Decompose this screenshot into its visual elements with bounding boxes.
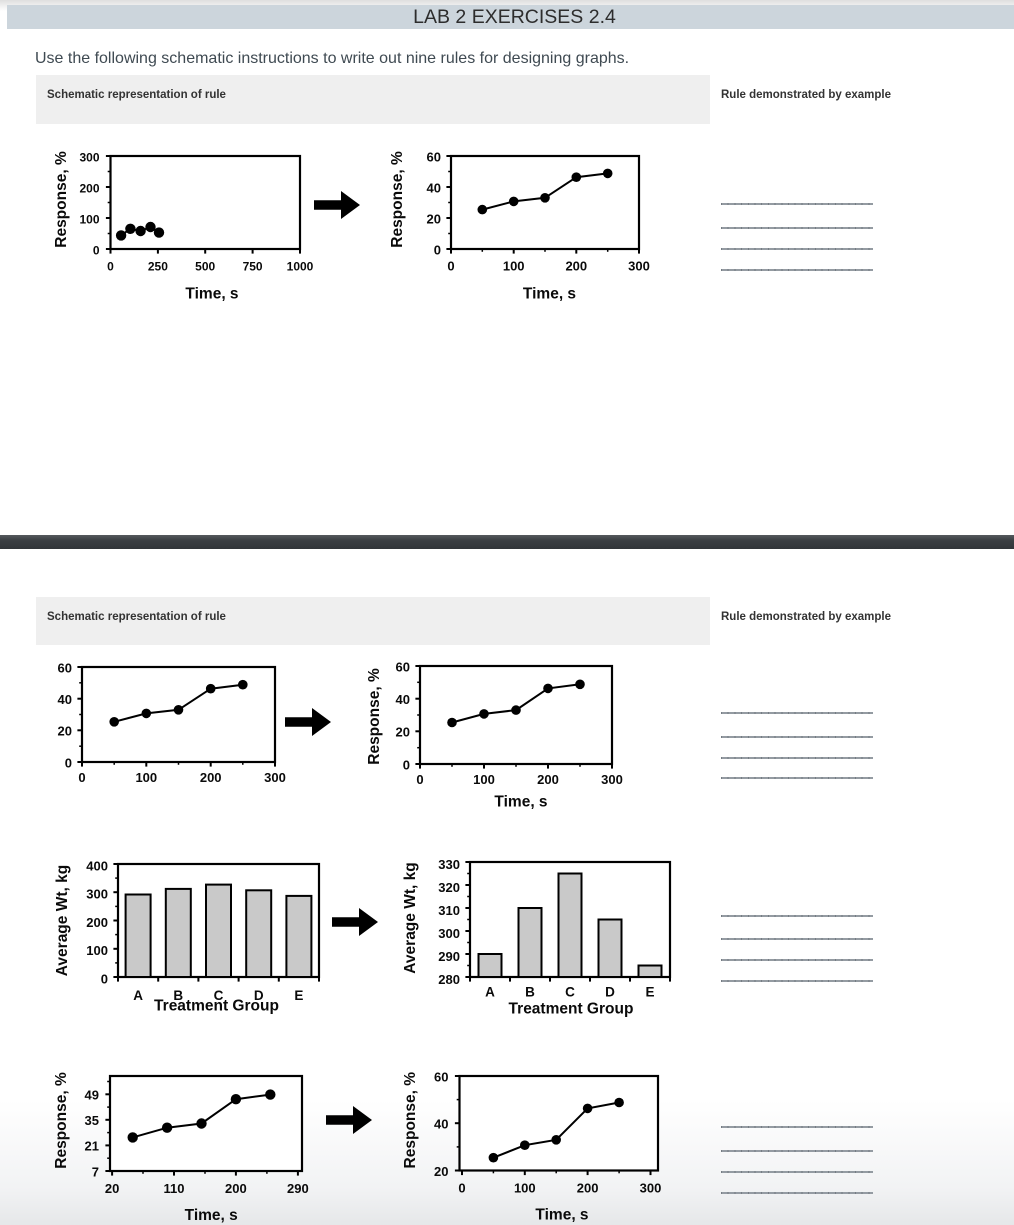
svg-text:Time, s: Time, s: [494, 794, 547, 811]
svg-text:20: 20: [434, 1164, 448, 1179]
svg-text:40: 40: [58, 692, 72, 707]
svg-text:100: 100: [503, 259, 525, 274]
svg-text:60: 60: [434, 1069, 448, 1084]
svg-text:60: 60: [427, 149, 441, 164]
svg-text:60: 60: [58, 660, 72, 675]
svg-text:B: B: [173, 988, 183, 1003]
svg-text:0: 0: [434, 242, 441, 257]
svg-text:40: 40: [427, 180, 441, 195]
svg-text:E: E: [645, 985, 654, 1000]
svg-text:C: C: [565, 985, 575, 1000]
svg-text:300: 300: [79, 150, 99, 164]
svg-text:Average Wt, kg: Average Wt, kg: [54, 865, 71, 976]
svg-text:100: 100: [79, 212, 99, 226]
svg-text:0: 0: [416, 772, 423, 787]
svg-text:280: 280: [438, 972, 460, 987]
svg-text:200: 200: [79, 181, 99, 195]
svg-text:Response, %: Response, %: [402, 1072, 419, 1169]
svg-text:100: 100: [86, 943, 108, 958]
svg-text:200: 200: [577, 1181, 599, 1196]
svg-text:Time, s: Time, s: [185, 285, 238, 302]
svg-text:0: 0: [101, 971, 108, 986]
svg-text:290: 290: [438, 949, 460, 964]
svg-text:0: 0: [93, 243, 100, 257]
svg-text:100: 100: [135, 770, 157, 785]
svg-text:300: 300: [640, 1181, 662, 1196]
svg-text:20: 20: [396, 725, 410, 740]
svg-text:7: 7: [92, 1164, 99, 1179]
svg-text:0: 0: [403, 757, 410, 772]
svg-text:E: E: [294, 988, 303, 1003]
svg-text:Response, %: Response, %: [53, 1072, 70, 1169]
svg-text:300: 300: [264, 770, 286, 785]
svg-text:35: 35: [85, 1113, 99, 1128]
svg-text:200: 200: [200, 770, 222, 785]
svg-text:100: 100: [514, 1181, 536, 1196]
svg-text:330: 330: [438, 857, 460, 872]
svg-text:Average Wt, kg: Average Wt, kg: [402, 862, 419, 973]
svg-text:0: 0: [65, 755, 72, 770]
svg-text:290: 290: [287, 1181, 309, 1196]
svg-text:49: 49: [85, 1088, 99, 1103]
svg-text:A: A: [485, 985, 495, 1000]
svg-text:D: D: [254, 988, 264, 1003]
svg-text:Response, %: Response, %: [389, 151, 406, 248]
svg-text:Response, %: Response, %: [53, 151, 70, 248]
svg-text:20: 20: [58, 724, 72, 739]
svg-text:1000: 1000: [287, 260, 314, 274]
svg-text:C: C: [214, 988, 224, 1003]
svg-text:Time, s: Time, s: [535, 1207, 588, 1224]
svg-text:100: 100: [473, 772, 495, 787]
svg-text:110: 110: [164, 1181, 185, 1196]
svg-text:Time, s: Time, s: [523, 285, 576, 302]
svg-text:750: 750: [243, 260, 263, 274]
svg-text:Response, %: Response, %: [366, 668, 383, 765]
svg-text:200: 200: [565, 259, 587, 274]
svg-text:B: B: [525, 985, 535, 1000]
svg-text:400: 400: [86, 858, 108, 873]
svg-text:40: 40: [396, 692, 410, 707]
svg-text:Treatment Group: Treatment Group: [154, 998, 279, 1015]
svg-text:200: 200: [86, 915, 108, 930]
svg-text:320: 320: [438, 880, 460, 895]
svg-text:300: 300: [601, 772, 623, 787]
svg-text:A: A: [133, 988, 143, 1003]
svg-text:300: 300: [438, 926, 460, 941]
svg-text:21: 21: [85, 1139, 99, 1154]
svg-text:0: 0: [78, 770, 85, 785]
svg-text:0: 0: [447, 259, 454, 274]
svg-text:0: 0: [107, 260, 114, 274]
svg-text:20: 20: [427, 211, 441, 226]
svg-text:20: 20: [105, 1181, 119, 1196]
svg-text:300: 300: [628, 259, 650, 274]
svg-text:Time, s: Time, s: [185, 1207, 238, 1224]
svg-text:0: 0: [458, 1181, 465, 1196]
svg-text:40: 40: [434, 1117, 448, 1132]
svg-text:D: D: [605, 985, 615, 1000]
svg-text:200: 200: [225, 1181, 247, 1196]
svg-text:500: 500: [195, 260, 215, 274]
svg-text:310: 310: [438, 903, 460, 918]
svg-text:200: 200: [537, 772, 559, 787]
svg-text:250: 250: [148, 260, 168, 274]
svg-text:60: 60: [396, 659, 410, 674]
svg-text:300: 300: [86, 887, 108, 902]
svg-text:Treatment Group: Treatment Group: [509, 1001, 634, 1018]
